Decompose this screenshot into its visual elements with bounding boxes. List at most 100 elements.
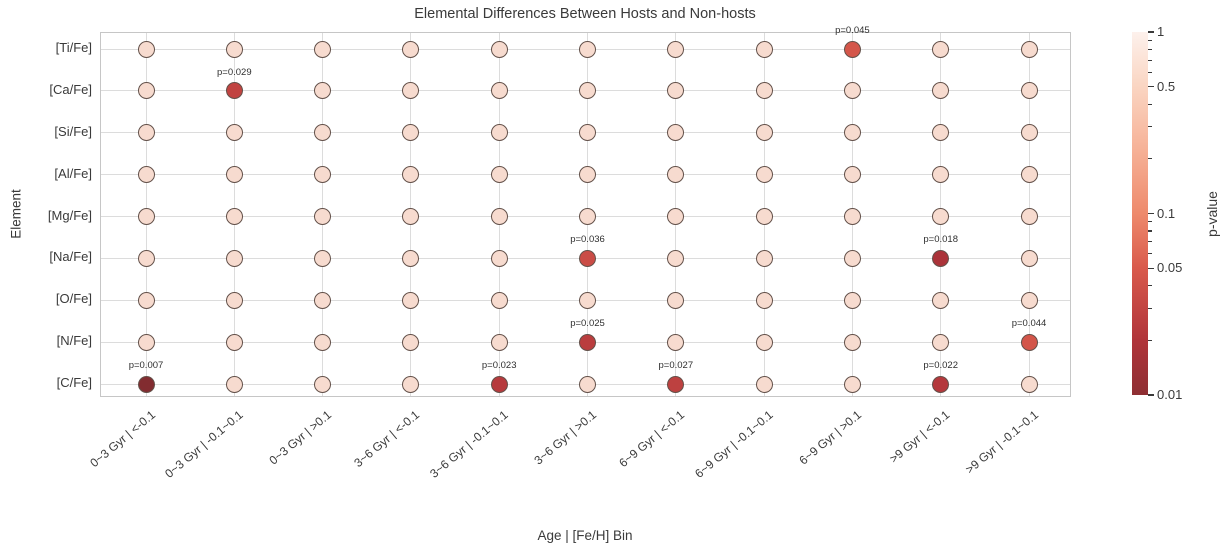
colorbar-tick-label: 0.01 bbox=[1157, 387, 1183, 402]
colorbar-minor-tick bbox=[1148, 221, 1152, 223]
data-point bbox=[579, 82, 596, 100]
colorbar-minor-tick bbox=[1148, 103, 1152, 105]
data-point bbox=[225, 124, 243, 142]
data-point bbox=[755, 375, 773, 393]
colorbar-tick-label: 0.1 bbox=[1157, 205, 1176, 221]
data-point bbox=[1020, 333, 1038, 351]
colorbar-tick-label: 0.05 bbox=[1157, 260, 1183, 276]
data-point bbox=[667, 40, 685, 58]
data-point bbox=[755, 291, 773, 309]
colorbar-label: p-value bbox=[1204, 191, 1220, 237]
data-point bbox=[137, 166, 155, 184]
x-tick-label: 0~3 Gyr | >0.1 bbox=[266, 407, 335, 468]
data-point bbox=[1020, 375, 1038, 393]
data-point bbox=[314, 333, 332, 351]
data-point bbox=[579, 249, 596, 267]
x-tick-label: >9 Gyr | -0.1~0.1 bbox=[962, 407, 1041, 477]
data-point bbox=[1020, 166, 1038, 184]
data-point-annotation: p=0.045 bbox=[835, 25, 870, 36]
data-point bbox=[843, 249, 861, 267]
data-point bbox=[579, 333, 596, 351]
data-point bbox=[843, 82, 861, 100]
data-point bbox=[755, 333, 773, 351]
colorbar-minor-tick bbox=[1148, 230, 1152, 232]
data-point bbox=[667, 82, 685, 100]
data-point bbox=[225, 40, 243, 58]
data-point bbox=[490, 82, 508, 100]
data-point bbox=[490, 375, 508, 393]
data-point-annotation: p=0.044 bbox=[1011, 318, 1047, 330]
data-point bbox=[402, 40, 420, 58]
data-point bbox=[843, 375, 861, 393]
data-point bbox=[402, 249, 420, 267]
data-point bbox=[755, 124, 773, 142]
x-tick-label: 6~9 Gyr | >0.1 bbox=[796, 407, 864, 468]
y-tick-label: [O/Fe] bbox=[55, 291, 92, 307]
data-point bbox=[579, 375, 596, 393]
data-point bbox=[667, 291, 685, 309]
data-point bbox=[314, 40, 332, 58]
colorbar-minor-tick bbox=[1148, 285, 1152, 287]
data-point bbox=[314, 82, 332, 100]
colorbar-major-tick bbox=[1148, 31, 1154, 33]
data-point-annotation: p=0.018 bbox=[923, 234, 958, 246]
data-point bbox=[402, 82, 420, 100]
data-point bbox=[314, 208, 332, 225]
x-axis-label: Age | [Fe/H] Bin bbox=[537, 528, 633, 543]
plot-area: p=0.045 p=0.029 p=0.036 p=0.018 p=0.025 p=0.0… bbox=[100, 26, 1071, 397]
x-tick-label: 3~6 Gyr | >0.1 bbox=[531, 407, 599, 468]
data-point-annotation: p=0.029 bbox=[216, 66, 252, 78]
x-tick-label: 0~3 Gyr | -0.1~0.1 bbox=[162, 407, 246, 481]
data-point bbox=[137, 333, 155, 351]
data-point bbox=[755, 166, 773, 184]
data-point bbox=[1020, 249, 1038, 267]
data-point bbox=[579, 291, 596, 309]
y-tick-label: [Mg/Fe] bbox=[47, 207, 92, 223]
data-point bbox=[932, 124, 950, 142]
data-point bbox=[1020, 291, 1038, 309]
colorbar-minor-tick bbox=[1148, 39, 1152, 41]
data-point bbox=[932, 82, 950, 100]
colorbar-major-tick bbox=[1148, 267, 1154, 269]
data-point bbox=[579, 124, 596, 142]
colorbar-minor-tick bbox=[1148, 48, 1152, 51]
data-point bbox=[579, 166, 596, 184]
data-point bbox=[843, 124, 861, 142]
data-point bbox=[932, 291, 950, 309]
data-point bbox=[402, 166, 420, 184]
colorbar-minor-tick bbox=[1148, 253, 1152, 255]
data-point bbox=[579, 208, 596, 225]
data-point bbox=[490, 40, 508, 58]
data-point bbox=[667, 166, 685, 184]
data-point bbox=[932, 249, 950, 267]
data-point bbox=[402, 375, 420, 393]
y-tick-label: [C/Fe] bbox=[56, 375, 92, 390]
data-point bbox=[932, 333, 950, 351]
data-point bbox=[137, 124, 155, 142]
data-point bbox=[137, 291, 155, 309]
colorbar-minor-tick bbox=[1148, 59, 1152, 61]
data-point bbox=[490, 291, 508, 309]
y-tick-label: [Si/Fe] bbox=[54, 123, 92, 139]
data-point bbox=[579, 40, 596, 58]
data-point bbox=[843, 166, 861, 184]
data-point bbox=[1020, 208, 1038, 225]
data-point bbox=[314, 291, 332, 309]
x-tick-label: 0~3 Gyr | <-0.1 bbox=[86, 407, 158, 471]
data-point bbox=[225, 208, 243, 225]
data-point bbox=[667, 124, 685, 142]
y-tick-label: [Ti/Fe] bbox=[55, 40, 92, 55]
data-point bbox=[755, 82, 773, 100]
data-point bbox=[137, 208, 155, 225]
colorbar-minor-tick bbox=[1148, 307, 1152, 309]
data-point bbox=[137, 375, 155, 393]
data-point bbox=[490, 333, 508, 351]
data-point bbox=[490, 249, 508, 267]
colorbar bbox=[1132, 32, 1148, 395]
colorbar-major-tick bbox=[1148, 394, 1154, 396]
data-point bbox=[667, 333, 685, 351]
data-point bbox=[843, 40, 861, 58]
data-point bbox=[402, 333, 420, 351]
y-tick-label: [N/Fe] bbox=[56, 333, 92, 349]
